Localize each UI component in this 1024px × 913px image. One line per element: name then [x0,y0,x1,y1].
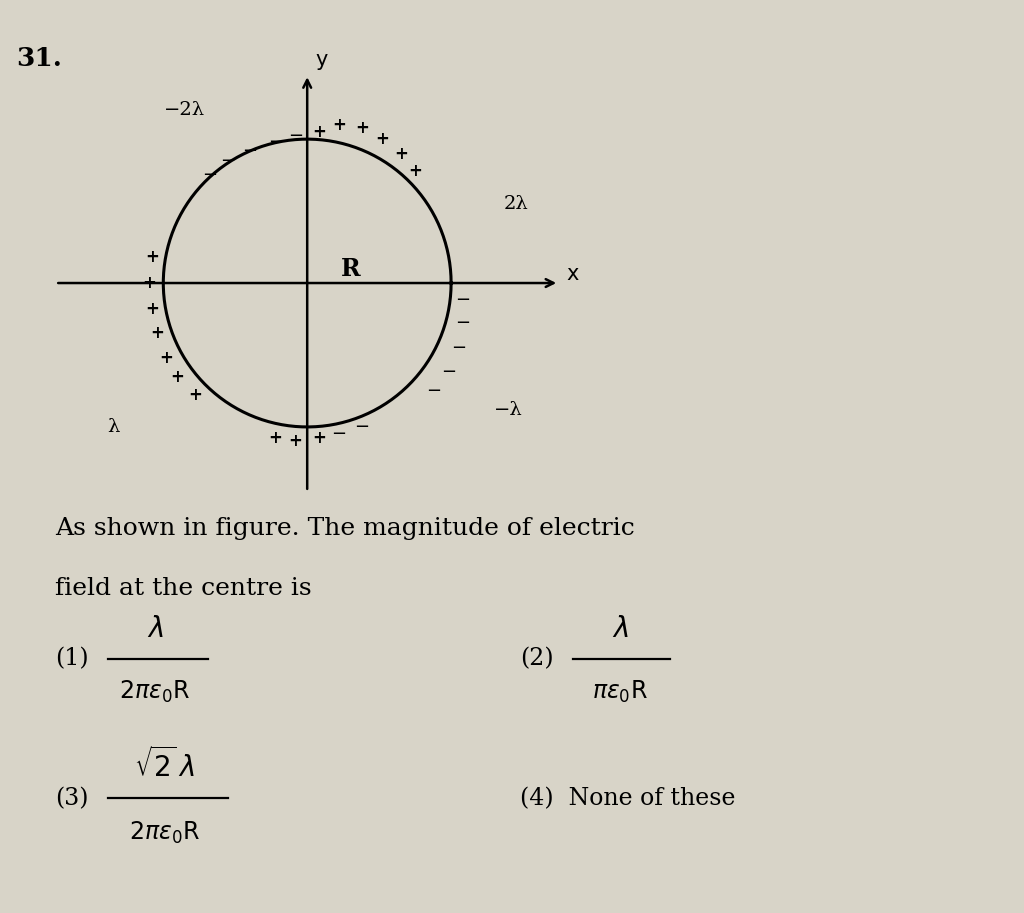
Text: y: y [315,50,329,70]
Text: +: + [394,144,408,163]
Text: −: − [451,339,466,357]
Text: −: − [354,418,370,436]
Text: (3): (3) [55,787,88,810]
Text: +: + [159,349,173,367]
Text: −: − [202,166,217,184]
Text: +: + [142,274,156,292]
Text: +: + [332,116,346,133]
Text: 2λ: 2λ [504,194,528,213]
Text: R: R [341,257,360,280]
Text: +: + [289,433,303,450]
Text: −: − [268,133,283,151]
Text: +: + [355,119,369,137]
Text: −: − [242,142,257,160]
Text: −: − [440,363,456,382]
Text: As shown in figure. The magnitude of electric: As shown in figure. The magnitude of ele… [55,518,635,540]
Text: (1): (1) [55,647,89,670]
Text: +: + [188,386,202,404]
Text: field at the centre is: field at the centre is [55,577,311,600]
Text: −: − [455,314,470,332]
Text: (4)  None of these: (4) None of these [520,787,735,810]
Text: +: + [311,429,326,447]
Text: 31.: 31. [16,46,62,71]
Text: −: − [426,382,441,400]
Text: +: + [144,300,159,318]
Text: +: + [375,131,389,148]
Text: +: + [268,429,283,447]
Text: +: + [409,162,422,180]
Text: λ: λ [106,418,119,436]
Text: +: + [311,123,326,141]
Text: $2\pi\varepsilon_0\mathrm{R}$: $2\pi\varepsilon_0\mathrm{R}$ [120,678,190,705]
Text: +: + [171,368,184,385]
Text: +: + [151,324,165,342]
Text: $\lambda$: $\lambda$ [146,614,164,643]
Text: $\sqrt{2}\,\lambda$: $\sqrt{2}\,\lambda$ [134,748,196,783]
Text: −2λ: −2λ [164,101,206,120]
Text: −: − [288,127,303,145]
Text: x: x [566,265,579,284]
Text: −: − [455,291,470,310]
Text: $2\pi\varepsilon_0\mathrm{R}$: $2\pi\varepsilon_0\mathrm{R}$ [129,820,201,846]
Text: +: + [144,248,159,266]
Text: −: − [220,152,236,170]
Text: $\pi\varepsilon_0\mathrm{R}$: $\pi\varepsilon_0\mathrm{R}$ [592,678,648,705]
Text: (2): (2) [520,647,554,670]
Text: −λ: −λ [495,401,523,419]
Text: −: − [332,425,346,443]
Text: $\lambda$: $\lambda$ [611,614,629,643]
